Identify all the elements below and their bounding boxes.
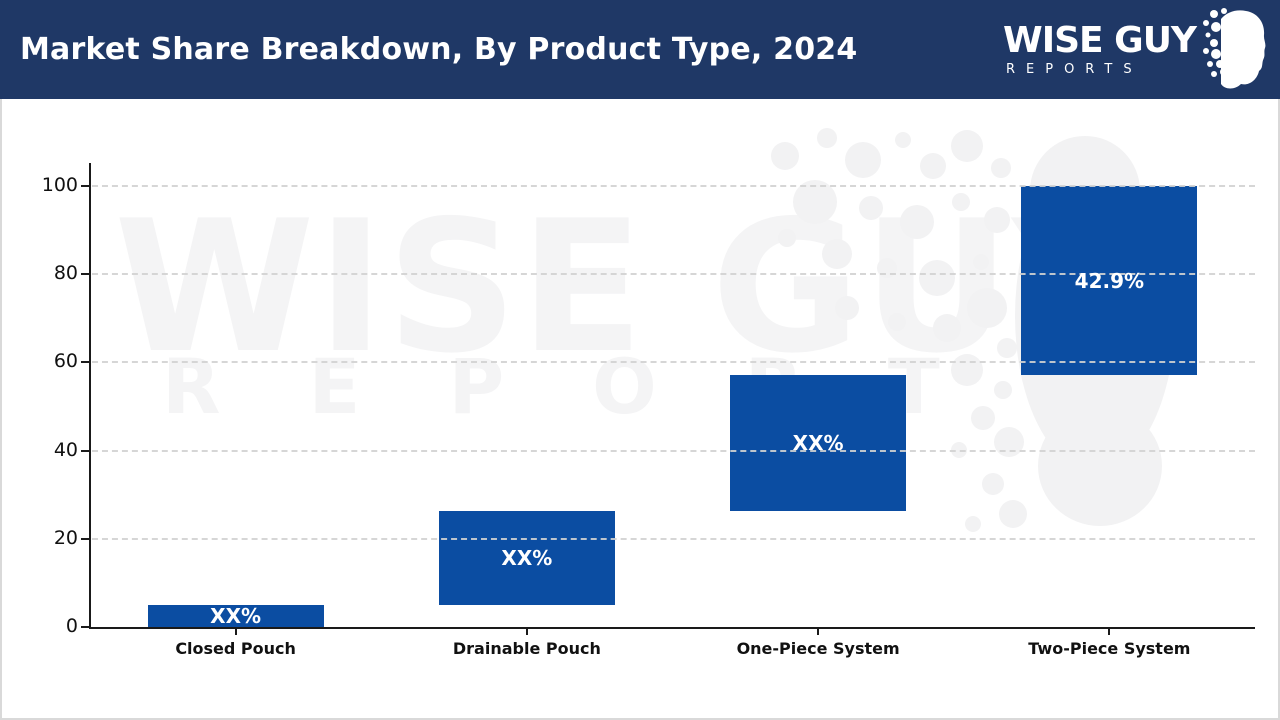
bar-label-2: XX% (792, 431, 844, 456)
brand-logo: WISE GUY REPORTS (1003, 0, 1266, 99)
x-category-3: Two-Piece System (1028, 639, 1191, 658)
y-tick-label-100: 100 (41, 174, 78, 196)
y-tick-label-60: 60 (53, 350, 78, 373)
brand-name: WISE GUY (1002, 19, 1197, 61)
brand-logo-text: WISE GUY REPORTS (1002, 19, 1197, 77)
bar-label-0: XX% (210, 603, 262, 628)
gridline-100 (92, 185, 1255, 187)
bar-1 (438, 511, 615, 605)
brand-subtitle: REPORTS (1005, 61, 1143, 77)
y-tick-100 (81, 185, 90, 187)
x-axis-line (89, 627, 1255, 629)
bar-2 (730, 375, 907, 512)
y-tick-20 (81, 537, 90, 540)
y-tick-label-0: 0 (65, 615, 78, 637)
y-axis-line (89, 163, 91, 629)
gridline-60 (92, 361, 1255, 364)
bar-0 (147, 604, 324, 627)
bar-label-3: 42.9% (1074, 268, 1145, 293)
x-tick-1 (525, 629, 528, 635)
chart-title: Market Share Breakdown, By Product Type,… (20, 32, 858, 67)
brand-head-icon (1203, 7, 1266, 88)
y-tick-label-40: 40 (53, 438, 78, 461)
gridline-80 (92, 273, 1255, 276)
y-tick-0 (81, 626, 90, 628)
x-tick-3 (1108, 629, 1111, 635)
x-tick-0 (234, 629, 237, 635)
y-tick-40 (81, 449, 90, 452)
y-tick-80 (81, 273, 90, 276)
bar-label-1: XX% (501, 546, 553, 571)
y-tick-label-20: 20 (53, 526, 78, 549)
y-tick-label-80: 80 (53, 262, 78, 285)
gridline-20 (92, 537, 1255, 540)
header-bar: Market Share Breakdown, By Product Type,… (0, 0, 1280, 99)
y-tick-60 (81, 361, 90, 364)
x-tick-2 (817, 629, 820, 635)
x-category-2: One-Piece System (736, 639, 900, 658)
gridline-40 (92, 449, 1255, 452)
x-category-1: Drainable Pouch (452, 639, 601, 658)
x-category-0: Closed Pouch (175, 639, 296, 658)
